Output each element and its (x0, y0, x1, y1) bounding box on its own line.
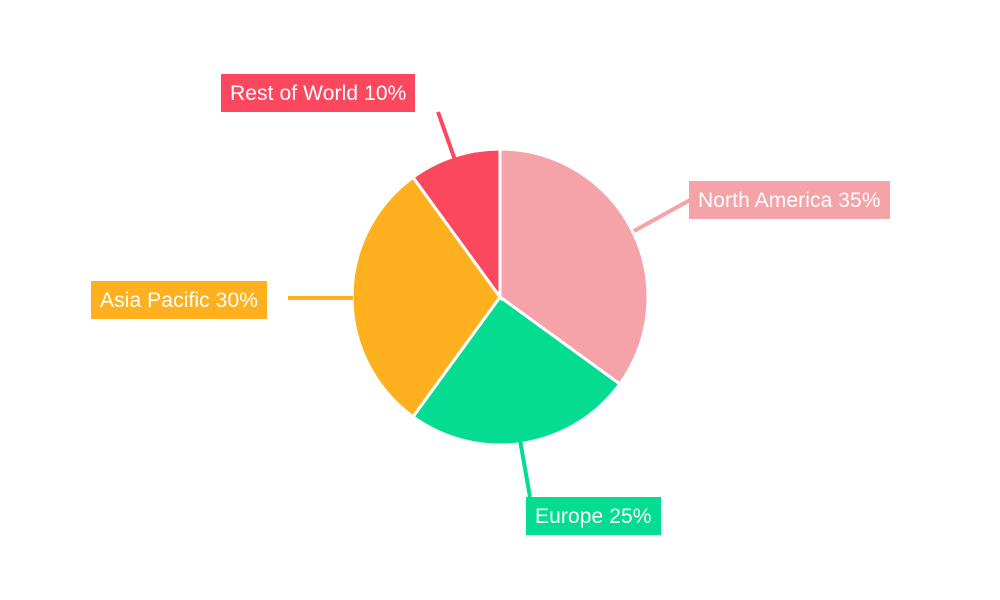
pie-label-europe[interactable]: Europe 25% (526, 497, 661, 535)
leader-line-rest-of-world (436, 111, 457, 161)
pie-label-asia-pacific[interactable]: Asia Pacific 30% (91, 281, 268, 319)
pie-label-text: Asia Pacific 30% (100, 288, 259, 312)
pie-leader-lines (288, 111, 691, 498)
pie-slice-europe[interactable] (410, 294, 622, 447)
leader-line-europe (518, 439, 532, 498)
pie-label-rest-of-world[interactable]: Rest of World 10% (221, 74, 416, 112)
pie-slice-north-america[interactable] (498, 147, 650, 387)
pie-label-text: Europe 25% (535, 504, 652, 528)
pie-slices (350, 147, 650, 447)
leader-line-north-america (633, 198, 691, 233)
pie-label-text: North America 35% (698, 188, 881, 212)
pie-label-north-america[interactable]: North America 35% (689, 181, 890, 219)
pie-label-text: Rest of World 10% (230, 81, 407, 105)
